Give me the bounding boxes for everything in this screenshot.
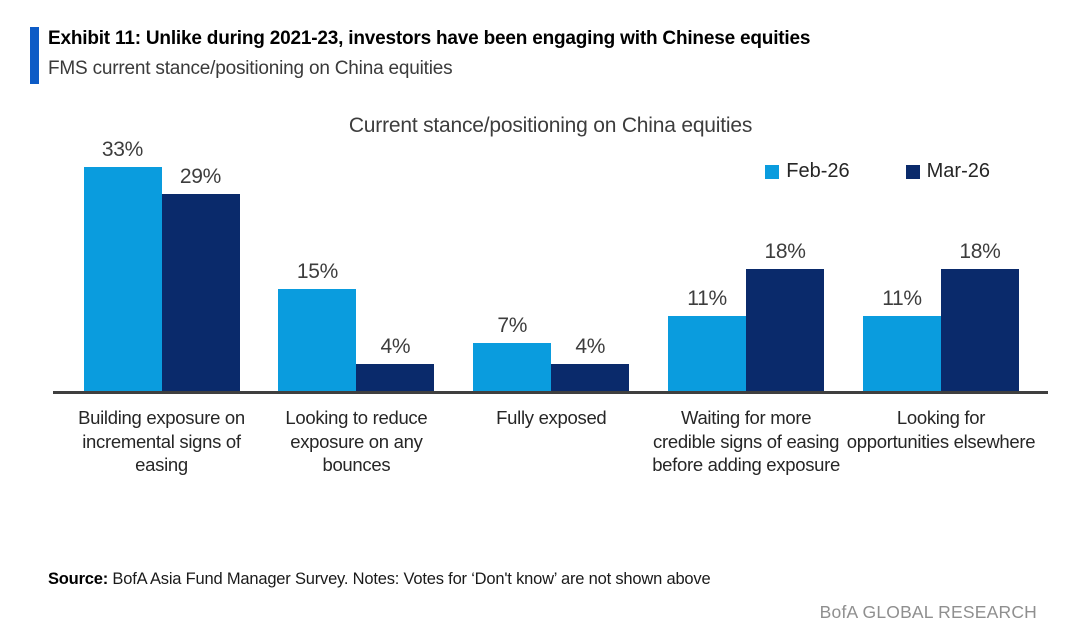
source-label: Source: [48,570,109,588]
feb-26-swatch-icon [765,164,780,179]
bar-value-label: 29% [179,164,222,188]
exhibit-subtitle: FMS current stance/positioning on China … [48,58,453,79]
chart-title: Current stance/positioning on China equi… [348,114,753,137]
bar-value-label: 15% [296,260,338,283]
exhibit-accent-bar [30,27,39,84]
plot-area: 33% 29% 15% 4% 7% 4% 11% 18% 11% 18% [53,137,1048,394]
legend-label-mar-26: Mar-26 [926,160,990,182]
bar-value-label: 11% [687,287,727,311]
legend-label-feb-26: Feb-26 [786,160,850,182]
bar-value-label: 4% [575,334,606,358]
bar-mar-26 [356,363,435,391]
bar-value-label: 18% [959,239,1001,263]
bar-value-label: 4% [380,334,411,358]
bar-feb-26 [278,289,357,391]
chart-legend: Feb-26 Mar-26 [765,160,990,183]
bar-feb-26 [83,166,162,391]
category-label: Looking for opportunities elsewhere [846,407,1036,452]
category-label: Waiting for more credible signs of easin… [652,407,840,476]
brand-text: BofA GLOBAL RESEARCH [819,602,1037,622]
bar-feb-26 [863,316,941,391]
bar-feb-26 [668,316,747,391]
legend-item-feb-26: Feb-26 [765,160,850,183]
category-label: Building exposure on incremental signs o… [78,407,245,476]
bar-mar-26 [746,268,825,391]
bar-value-label: 33% [101,137,144,161]
category-axis: Building exposure on incremental signs o… [53,406,1048,536]
bar-value-label: 18% [764,239,806,263]
source-text: BofA Asia Fund Manager Survey. Notes: Vo… [108,570,711,588]
bar-value-label: 11% [882,287,922,311]
bar-feb-26 [473,343,552,391]
bar-mar-26 [161,193,240,391]
category-label: Fully exposed [496,407,607,428]
legend-item-mar-26: Mar-26 [905,160,990,183]
mar-26-swatch-icon [905,164,920,179]
exhibit-title: Exhibit 11: Unlike during 2021-23, inves… [48,28,811,49]
bar-mar-26 [941,268,1019,391]
bar-mar-26 [551,363,630,391]
category-label: Looking to reduce exposure on any bounce… [285,407,428,476]
source-note: Source: BofA Asia Fund Manager Survey. N… [48,570,711,589]
bar-value-label: 7% [497,314,528,338]
